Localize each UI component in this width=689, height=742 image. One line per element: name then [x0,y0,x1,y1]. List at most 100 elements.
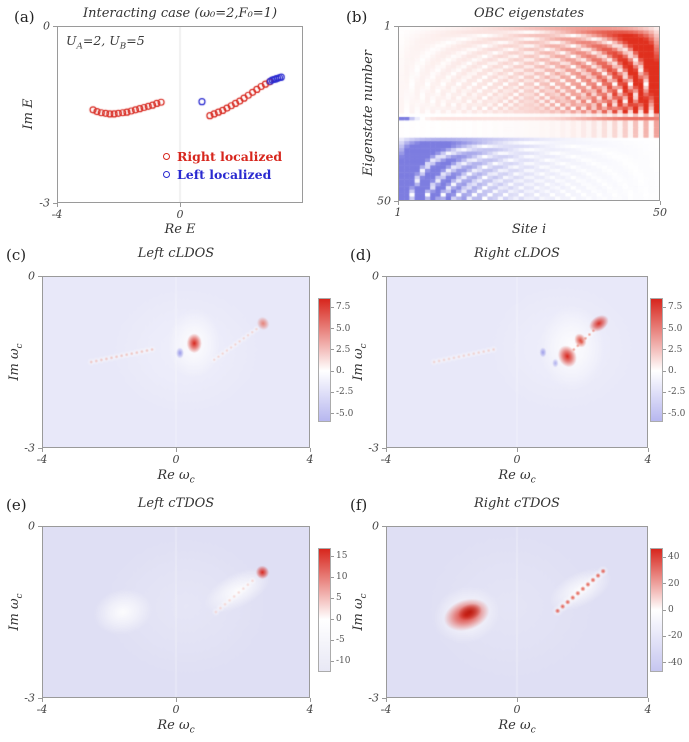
colorbar-left-ctdos [318,548,331,672]
ylabel-sub: c [14,593,25,599]
tick-label: -3 [368,441,379,455]
x-tick-mark [385,698,387,702]
y-tick-mark [38,447,42,449]
y-tick-mark [394,25,398,27]
colorbar-tick-mark [331,306,334,308]
tick-label: -4 [380,703,392,716]
legend-item: Left localized [163,167,282,182]
obc-eigenstates-canvas [399,27,659,200]
colorbar-tick-mark [663,635,666,637]
colorbar-tick-mark [331,555,334,557]
x-tick-mark [41,448,43,452]
x-tick-mark [647,698,649,702]
legend-label: Right localized [177,149,283,164]
ylabel-text: Im E [21,98,37,130]
xlabel-sub: c [189,475,195,486]
y-tick-mark [382,525,386,527]
right-cldos-canvas [387,277,647,447]
eigenvalue-scatter-canvas [58,27,302,202]
panel-d-ylabel: Im ωc [351,343,369,380]
tick-label: -4 [36,703,48,716]
tick-label: 0 [372,269,379,283]
xlabel-sub: c [189,725,195,736]
panel-a-label: (a) [14,8,35,26]
right-ctdos-heatmap [386,526,648,698]
legend-item: Right localized [163,149,282,164]
panel-c-xlabel: Re ωc [42,468,310,486]
colorbar-tick-mark [331,328,334,330]
colorbar-right-ctdos [650,548,663,672]
tick-label: 0 [172,703,180,716]
colorbar-tick-mark [663,662,666,664]
tick-label: 40 [668,552,680,563]
tick-label: 0 [28,269,35,283]
xlabel-text: Re ω [157,468,190,483]
tick-label: -2.5 [668,387,686,398]
tick-label: 4 [306,453,314,466]
legend-circle-marker [163,171,170,178]
colorbar-right-cldos [650,298,663,422]
xlabel-text: Re ω [498,468,531,483]
panel-b-ylabel: Eigenstate number [361,50,379,176]
tick-label: -4 [51,208,63,221]
colorbar-tick-mark [663,328,666,330]
legend-label: Left localized [177,167,272,182]
tick-label: 4 [644,453,652,466]
panel-b-label: (b) [346,8,368,26]
tick-label: 0. [336,366,345,377]
tick-label: -3 [39,196,50,210]
tick-label: 2.5 [336,344,351,355]
tick-label: -3 [368,691,379,705]
panel-d-xlabel: Re ωc [386,468,648,486]
ylabel-text: Im ω [7,348,23,381]
colorbar-tick-mark [331,618,334,620]
obc-eigenstates-heatmap [398,26,660,201]
left-ctdos-canvas [43,527,309,697]
panel-e-ylabel: Im ωc [7,593,25,630]
y-tick-mark [38,275,42,277]
colorbar-tick-mark [663,556,666,558]
ylabel-text: Im ω [351,598,367,631]
eigenvalue-scatter-plot [57,26,303,203]
y-tick-mark [382,697,386,699]
tick-label: 10 [336,572,348,583]
tick-label: 4 [644,703,652,716]
right-cldos-heatmap [386,276,648,448]
colorbar-tick-mark [331,639,334,641]
colorbar-tick-mark [331,391,334,393]
x-tick-mark [385,448,387,452]
panel-f-label: (f) [350,496,368,514]
left-ctdos-heatmap [42,526,310,698]
tick-label: -20 [668,631,683,642]
colorbar-tick-mark [663,609,666,611]
panel-c-label: (c) [6,246,27,264]
tick-label: 0 [336,614,342,625]
x-tick-mark [41,698,43,702]
tick-label: 4 [306,703,314,716]
tick-label: 2.5 [668,344,683,355]
xlabel-text: Re ω [498,718,531,733]
x-tick-mark [647,448,649,452]
xlabel-sub: c [530,475,536,486]
colorbar-tick-mark [331,576,334,578]
tick-label: 15 [336,551,348,562]
tick-label: 0 [28,519,35,533]
tick-label: 0 [668,605,674,615]
left-cldos-heatmap [42,276,310,448]
tick-label: -5.0 [668,408,686,419]
tick-label: -3 [24,691,35,705]
tick-label: -2.5 [336,387,354,398]
colorbar-tick-mark [663,413,666,414]
tick-label: 5.0 [336,323,351,334]
ylabel-sub: c [358,593,369,599]
ylabel-text: Eigenstate number [361,49,377,177]
tick-label: -5.0 [336,408,354,419]
x-tick-mark [516,698,518,702]
tick-label: 0. [668,366,677,377]
panel-f-title: Right cTDOS [474,496,560,511]
y-tick-mark [53,202,57,204]
y-tick-mark [394,200,398,202]
tick-label: 0 [172,453,180,466]
legend: Right localized Left localized [163,146,282,182]
panel-e-label: (e) [6,496,27,514]
